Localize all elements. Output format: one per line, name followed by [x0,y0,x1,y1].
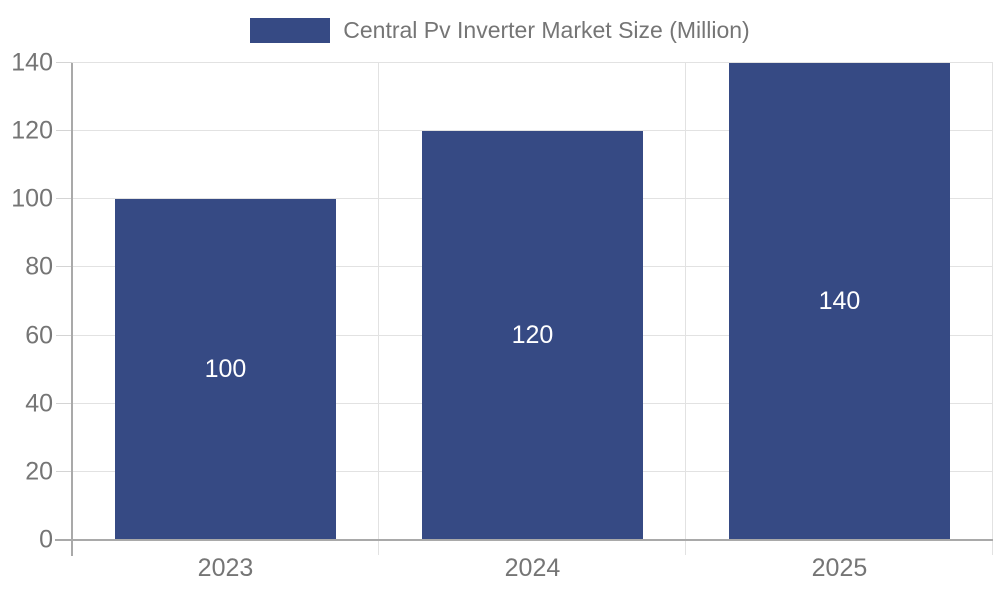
chart-legend[interactable]: Central Pv Inverter Market Size (Million… [0,17,1000,44]
y-tick-mark [56,334,72,336]
y-tick-mark [56,62,72,63]
y-tick-mark [56,402,72,404]
y-tick-label: 140 [11,48,53,77]
bar-value-label: 140 [818,287,861,315]
bar-value-label: 100 [204,355,247,384]
y-tick-label: 40 [25,389,53,418]
y-axis-line [71,63,73,556]
bar-2023[interactable]: 100 [114,199,336,540]
x-tick-label: 2025 [811,554,868,582]
bar-slot: 140 [686,63,993,540]
y-tick-mark [56,198,72,200]
y-tick-mark [56,266,72,268]
y-tick-label: 0 [39,525,53,554]
x-gridline [377,63,379,555]
y-tick-mark [56,130,72,132]
y-tick-label: 60 [25,321,53,350]
y-gridline [72,62,993,63]
x-gridline [992,63,993,555]
x-axis-line [55,539,993,541]
plot-area: 100 120 140 0 20 40 60 80 100 120 140 2023 2024 202… [11,50,993,582]
bar-2025[interactable]: 140 [728,63,950,540]
bar-2024[interactable]: 120 [421,131,643,540]
y-tick-label: 20 [25,457,53,486]
y-tick-mark [56,470,72,472]
x-tick-label: 2023 [197,554,254,582]
y-gridline [72,130,993,132]
x-tick-label: 2024 [504,554,561,582]
legend-label: Central Pv Inverter Market Size (Million… [343,17,750,43]
x-gridline [684,63,686,555]
legend-swatch [250,18,331,43]
bar-slot: 120 [379,63,686,540]
bar-slot: 100 [72,63,379,540]
y-tick-label: 120 [11,116,53,145]
y-tick-label: 80 [25,252,53,281]
y-tick-label: 100 [11,184,53,213]
bar-value-label: 120 [511,321,554,350]
